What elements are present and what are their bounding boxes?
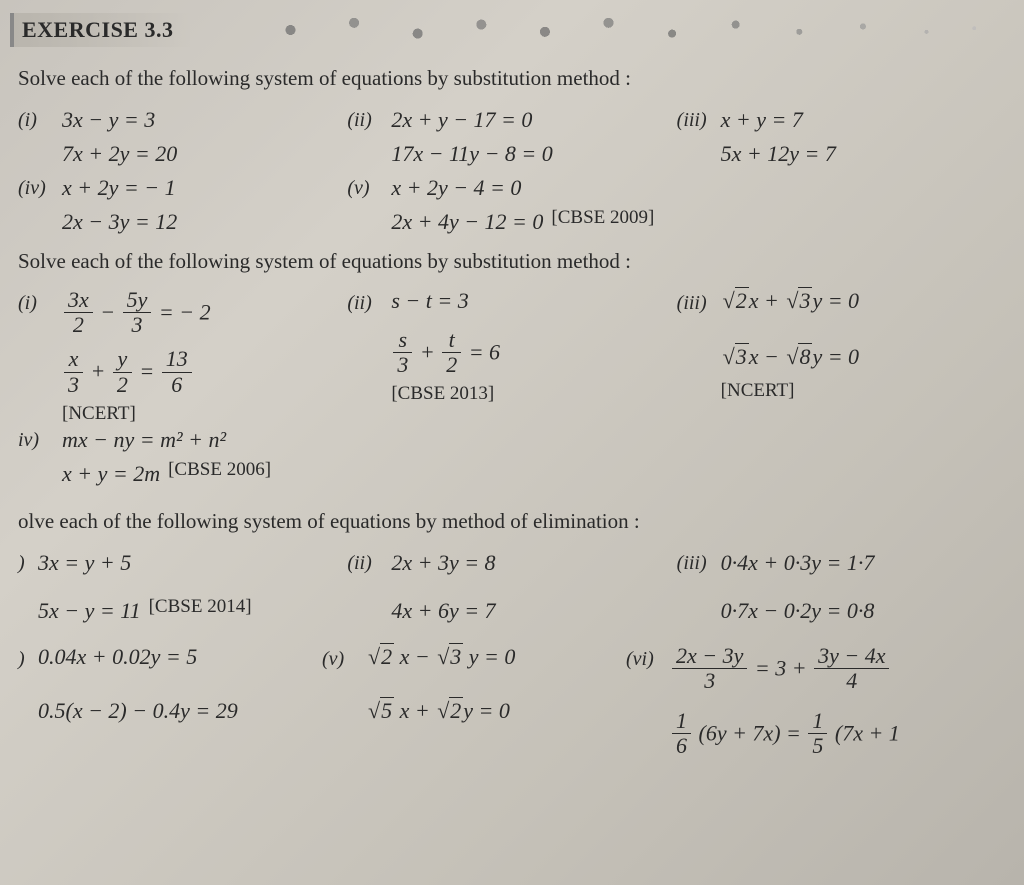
source-tag: [NCERT] — [721, 380, 1006, 402]
equation: 5x − y = 11 — [38, 596, 141, 626]
equation: 5x + 12y = 7 — [721, 139, 836, 169]
equation: 0·7x − 0·2y = 0·8 — [721, 596, 875, 626]
equation: 4x + 6y = 7 — [391, 596, 495, 626]
equation: 2x − 3y3 = 3 + 3y − 4x4 — [670, 644, 891, 697]
section3-intro: olve each of the following system of equ… — [18, 509, 1006, 534]
equation: 2x + 3y = 0 — [721, 288, 859, 314]
problem-num: (i) — [18, 105, 62, 132]
problem-num: (v) — [347, 173, 391, 200]
section1-intro: Solve each of the following system of eq… — [18, 66, 1006, 91]
problem-3i: )3x = y + 5 5x − y = 11 [CBSE 2014] — [18, 548, 347, 630]
source-tag: [CBSE 2006] — [168, 459, 271, 481]
section1-row1: (i)3x − y = 3 7x + 2y = 20 (ii)2x + y − … — [18, 105, 1006, 173]
problem-num: (ii) — [347, 105, 391, 132]
page: EXERCISE 3.3 Solve each of the following… — [0, 0, 1024, 775]
equation: 17x − 11y − 8 = 0 — [391, 139, 552, 169]
equation: 7x + 2y = 20 — [62, 139, 177, 169]
problem-num: (vi) — [626, 644, 670, 671]
section1-row2: (iv)x + 2y = − 1 2x − 3y = 12 (v)x + 2y … — [18, 173, 1006, 241]
equation: x + 2y = − 1 — [62, 173, 176, 203]
problem-ii: (ii)2x + y − 17 = 0 17x − 11y − 8 = 0 — [347, 105, 676, 173]
equation: mx − ny = m² + n² — [62, 425, 226, 455]
problem-num: (iv) — [18, 173, 62, 200]
problem-i: (i)3x − y = 3 7x + 2y = 20 — [18, 105, 347, 173]
source-tag: [CBSE 2014] — [149, 596, 252, 618]
problem-2ii: (ii)s − t = 3 s3 + t2 = 6 [CBSE 2013] — [347, 288, 676, 425]
problem-num: ) — [18, 548, 38, 575]
equation: 2 x − 3 y = 0 — [366, 644, 515, 670]
problem-num: (iii) — [677, 288, 721, 315]
problem-3v: (v) 2 x − 3 y = 0 5 x + 2y = 0 — [322, 644, 626, 763]
equation: 2x + 4y − 12 = 0 — [391, 207, 543, 237]
problem-num: (iii) — [677, 105, 721, 132]
source-tag: [CBSE 2013] — [391, 383, 676, 405]
source-tag: [NCERT] — [62, 403, 347, 425]
problem-3vi: (vi) 2x − 3y3 = 3 + 3y − 4x4 16 (6y + 7x… — [626, 644, 1006, 763]
section3-row1: )3x = y + 5 5x − y = 11 [CBSE 2014] (ii)2… — [18, 548, 1006, 630]
problem-iii: (iii)x + y = 7 5x + 12y = 7 — [677, 105, 1006, 173]
equation: 0.04x + 0.02y = 5 — [38, 644, 197, 670]
equation: x3 + y2 = 136 — [62, 347, 194, 400]
problem-num: iv) — [18, 425, 62, 452]
header-dot-pattern — [211, 12, 1006, 48]
equation: 2x + 3y = 8 — [391, 548, 495, 578]
exercise-title: EXERCISE 3.3 — [10, 13, 191, 47]
equation: 3x = y + 5 — [38, 548, 131, 578]
problem-num: (v) — [322, 644, 366, 671]
problem-num: (ii) — [347, 288, 391, 315]
section2-row1: (i) 3x2 − 5y3 = − 2 x3 + y2 = 136 [NCERT… — [18, 288, 1006, 425]
equation: 3x2 − 5y3 = − 2 — [62, 288, 211, 341]
equation: 3x − y = 3 — [62, 105, 155, 135]
problem-num: (iii) — [677, 548, 721, 575]
equation: 5 x + 2y = 0 — [366, 698, 510, 724]
equation: s3 + t2 = 6 — [391, 328, 500, 381]
equation: 16 (6y + 7x) = 15 (7x + 1 — [670, 709, 900, 762]
problem-2iii: (iii) 2x + 3y = 0 3x − 8y = 0 [NCERT] — [677, 288, 1006, 425]
problem-3iii: (iii)0·4x + 0·3y = 1·7 0·7x − 0·2y = 0·8 — [677, 548, 1006, 630]
equation: x + y = 7 — [721, 105, 803, 135]
problem-2i: (i) 3x2 − 5y3 = − 2 x3 + y2 = 136 [NCERT… — [18, 288, 347, 425]
equation: 0·4x + 0·3y = 1·7 — [721, 548, 875, 578]
problem-iv: (iv)x + 2y = − 1 2x − 3y = 12 — [18, 173, 347, 241]
equation: 2x − 3y = 12 — [62, 207, 177, 237]
section2-row2: iv)mx − ny = m² + n² x + y = 2m [CBSE 200… — [18, 425, 1006, 493]
header-row: EXERCISE 3.3 — [10, 12, 1006, 48]
problem-3iv: )0.04x + 0.02y = 5 0.5(x − 2) − 0.4y = 2… — [18, 644, 322, 763]
section3-row2: )0.04x + 0.02y = 5 0.5(x − 2) − 0.4y = 2… — [18, 644, 1006, 763]
equation: 2x + y − 17 = 0 — [391, 105, 532, 135]
problem-num: (ii) — [347, 548, 391, 575]
source-tag: [CBSE 2009] — [551, 207, 654, 229]
problem-num: ) — [18, 644, 38, 671]
problem-2iv: iv)mx − ny = m² + n² x + y = 2m [CBSE 200… — [18, 425, 1006, 493]
section2-intro: Solve each of the following system of eq… — [18, 249, 1006, 274]
problem-num: (i) — [18, 288, 62, 315]
equation: 0.5(x − 2) − 0.4y = 29 — [38, 698, 238, 724]
equation: x + 2y − 4 = 0 — [391, 173, 521, 203]
equation: 3x − 8y = 0 — [721, 344, 859, 370]
problem-3ii: (ii)2x + 3y = 8 4x + 6y = 7 — [347, 548, 676, 630]
equation: x + y = 2m — [62, 459, 160, 489]
problem-v: (v)x + 2y − 4 = 0 2x + 4y − 12 = 0 [CBSE … — [347, 173, 1006, 241]
equation: s − t = 3 — [391, 288, 468, 314]
